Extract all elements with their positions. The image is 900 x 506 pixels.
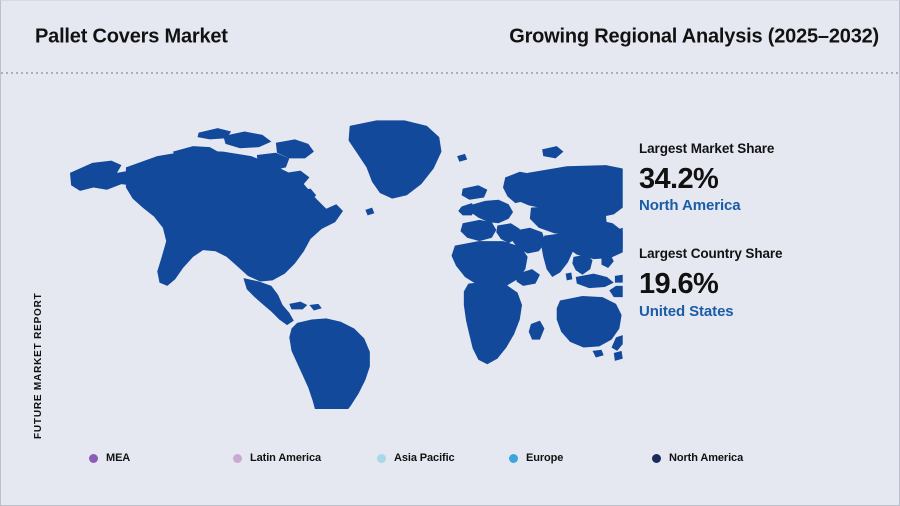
- map-landmass: [451, 241, 528, 289]
- stat-value: 19.6%: [639, 268, 719, 301]
- map-landmass: [457, 153, 468, 162]
- stat-largest-country-share: Largest Country Share 19.6% United State…: [639, 246, 884, 319]
- legend-dot-icon: [652, 453, 661, 463]
- map-landmass: [256, 152, 290, 171]
- map-legend: MEA Latin America Asia Pacific Europe North …: [89, 449, 789, 469]
- map-landmass: [609, 285, 623, 298]
- map-landmass: [223, 131, 272, 149]
- map-landmasses: [69, 120, 623, 409]
- legend-item[interactable]: North America: [652, 449, 743, 467]
- map-landmass: [197, 128, 232, 140]
- stat-label: Largest Country Share: [639, 246, 783, 262]
- stats-panel: Largest Market Share 34.2% North America…: [639, 141, 884, 320]
- page-title: Pallet Covers Market: [35, 25, 228, 48]
- legend-label: North America: [669, 452, 744, 464]
- map-landmass: [461, 185, 488, 200]
- map-landmass: [516, 269, 540, 286]
- map-landmass: [283, 170, 310, 186]
- map-landmass: [458, 203, 477, 216]
- legend-dot-icon: [233, 453, 242, 463]
- stat-region: North America: [639, 197, 741, 215]
- legend-dot-icon: [509, 453, 518, 463]
- legend-label: Europe: [526, 452, 564, 464]
- map-landmass: [592, 349, 604, 358]
- map-landmass: [469, 199, 514, 224]
- legend-label: Latin America: [250, 452, 322, 464]
- map-landmass: [572, 254, 593, 275]
- map-landmass: [460, 219, 497, 242]
- map-landmass: [463, 281, 523, 365]
- map-landmass: [611, 335, 623, 351]
- stat-label: Largest Market Share: [639, 141, 775, 156]
- map-landmass: [309, 303, 322, 311]
- stat-largest-market-share: Largest Market Share 34.2% North America: [639, 141, 884, 214]
- map-landmass: [525, 165, 623, 218]
- map-landmass: [556, 295, 622, 348]
- map-landmass: [365, 207, 375, 216]
- stat-value: 34.2%: [639, 163, 719, 195]
- header-divider: [1, 72, 899, 74]
- map-landmass: [541, 233, 574, 277]
- map-landmass: [348, 120, 442, 199]
- header: Pallet Covers Market Growing Regional An…: [1, 1, 899, 74]
- map-landmass: [561, 218, 623, 260]
- world-map: [63, 89, 623, 409]
- world-map-svg: [69, 120, 623, 409]
- map-landmass: [298, 188, 317, 203]
- map-landmass: [613, 350, 623, 361]
- map-landmass: [243, 278, 294, 326]
- map-landmass: [542, 146, 564, 159]
- brand-vertical-label: FUTURE MARKET REPORT: [33, 292, 44, 439]
- map-landmass: [565, 272, 573, 281]
- map-landmass: [172, 146, 220, 159]
- legend-item[interactable]: Latin America: [233, 449, 321, 467]
- legend-label: MEA: [106, 452, 131, 464]
- map-landmass: [612, 227, 623, 252]
- legend-dot-icon: [377, 453, 386, 463]
- map-landmass: [289, 318, 370, 409]
- map-landmass: [614, 274, 623, 283]
- legend-label: Asia Pacific: [394, 452, 455, 464]
- map-landmass: [275, 139, 314, 159]
- map-landmass: [528, 320, 545, 340]
- stat-region: United States: [639, 302, 734, 320]
- legend-item[interactable]: Europe: [509, 449, 563, 467]
- legend-dot-icon: [89, 453, 98, 463]
- map-landmass: [125, 150, 343, 286]
- legend-item[interactable]: Asia Pacific: [377, 449, 455, 467]
- legend-item[interactable]: MEA: [89, 449, 130, 467]
- map-landmass: [601, 254, 614, 269]
- header-subtitle: Growing Regional Analysis (2025–2032): [509, 25, 879, 48]
- map-landmass: [575, 273, 614, 289]
- map-landmass: [289, 301, 308, 310]
